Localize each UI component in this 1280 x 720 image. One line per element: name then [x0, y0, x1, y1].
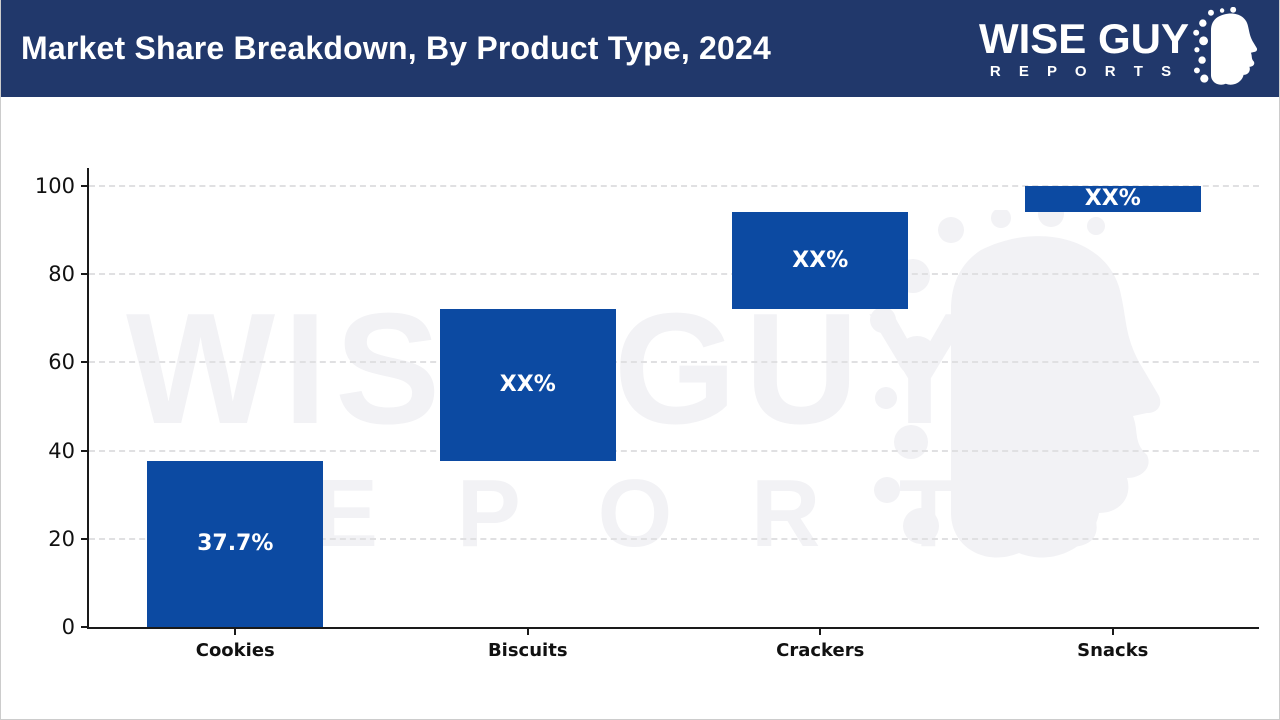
bar-biscuits: XX% — [439, 309, 616, 461]
logo-face-icon — [1193, 6, 1258, 85]
x-axis-category-label: Snacks — [1077, 640, 1149, 661]
bar-value-label: 37.7% — [197, 530, 274, 556]
gridline-100 — [89, 185, 1259, 187]
bar-value-label: XX% — [792, 247, 849, 273]
bar-crackers: XX% — [732, 212, 909, 310]
bar-snacks: XX% — [1024, 186, 1201, 213]
x-axis-tick-mark — [1111, 628, 1114, 635]
gridline-80 — [89, 273, 1259, 276]
x-axis-spine — [87, 627, 1259, 629]
y-axis-tick-label: 80 — [48, 262, 75, 287]
y-axis-tick-label: 60 — [48, 350, 75, 375]
x-axis-tick-mark — [526, 628, 529, 635]
x-axis-category-label: Cookies — [195, 640, 275, 661]
y-axis-tick-mark — [81, 273, 89, 276]
y-axis-tick-mark — [81, 537, 89, 540]
y-axis-spine — [87, 168, 89, 629]
bar-value-label: XX% — [1084, 186, 1141, 211]
page-title: Market Share Breakdown, By Product Type,… — [21, 30, 771, 66]
gridline-20 — [89, 537, 1259, 540]
bar-cookies: 37.7% — [147, 460, 324, 627]
y-axis-tick-label: 0 — [61, 615, 75, 639]
y-axis-tick-label: 40 — [48, 438, 75, 463]
x-axis-tick-mark — [819, 628, 822, 635]
watermark-face-icon — [870, 210, 1161, 558]
y-axis-tick-mark — [81, 185, 89, 187]
watermark-wordmark: WISE GUY — [126, 281, 981, 457]
logo-wordmark: WISE GUY — [978, 15, 1189, 62]
y-axis-tick-mark — [81, 449, 89, 452]
y-axis-tick-label: 20 — [48, 526, 75, 551]
gridline-60 — [89, 361, 1259, 364]
logo-subtitle: R E P O R T S — [989, 63, 1179, 80]
header-bar: Market Share Breakdown, By Product Type,… — [1, 0, 1279, 97]
x-axis-category-label: Biscuits — [487, 640, 568, 661]
logo-text: WISE GUY R E P O R T S — [978, 15, 1189, 80]
wise-guy-logo: WISE GUY R E P O R T S — [978, 6, 1265, 91]
y-axis-tick-mark — [81, 361, 89, 364]
y-axis-tick-label: 100 — [34, 174, 75, 198]
y-axis-tick-mark — [81, 626, 89, 628]
gridline-40 — [89, 449, 1259, 452]
x-axis-category-label: Crackers — [776, 640, 865, 661]
x-axis-tick-mark — [234, 628, 237, 635]
bar-value-label: XX% — [499, 371, 556, 397]
